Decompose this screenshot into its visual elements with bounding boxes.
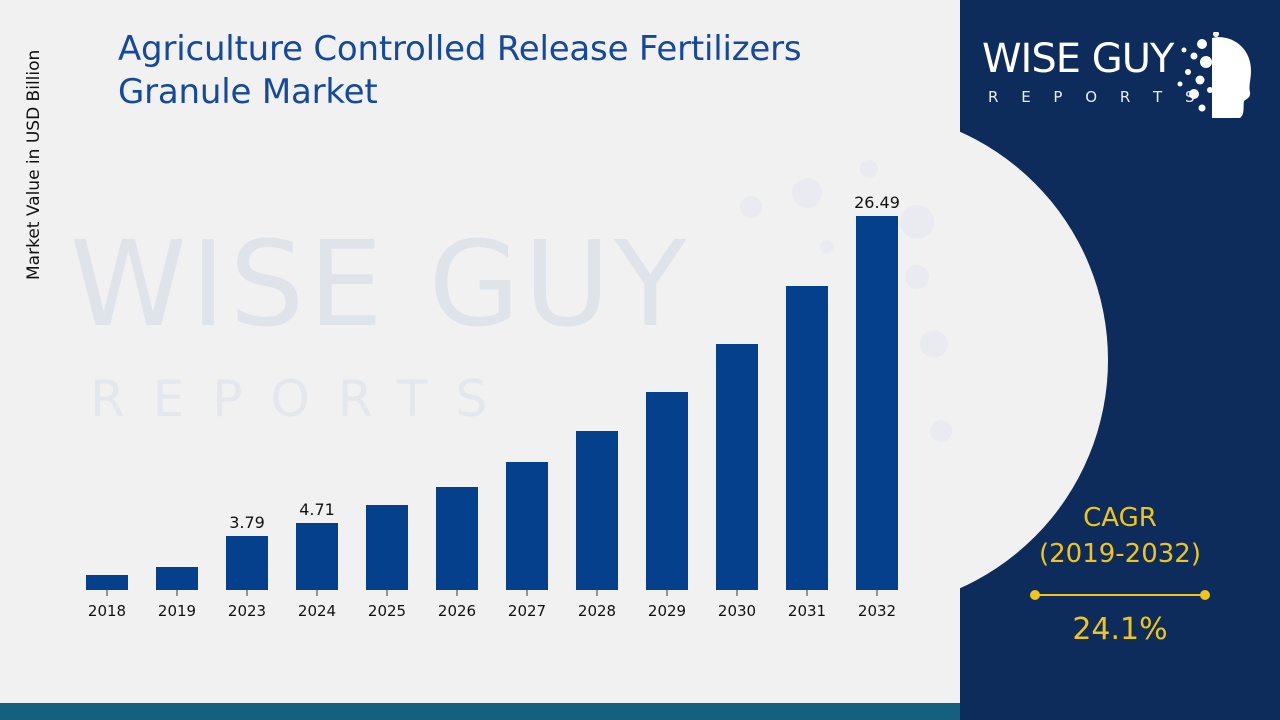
cagr-divider bbox=[1030, 590, 1210, 600]
x-tick-2026 bbox=[456, 590, 458, 596]
x-tick-2019 bbox=[176, 590, 178, 596]
cagr-range: (2019-2032) bbox=[1038, 539, 1201, 569]
x-axis-label-2029: 2029 bbox=[647, 602, 687, 620]
cagr-block: CAGR (2019-2032) 24.1% bbox=[960, 500, 1280, 647]
bar-2024[interactable] bbox=[296, 523, 338, 590]
bar-group-2027: 2027 bbox=[492, 180, 562, 620]
bar-series: 2018 2019 3.79 2023 4.71 2024 2025 2026 2027 2028… bbox=[72, 180, 912, 621]
brand-panel: WISE GUY R E P O R T S bbox=[960, 0, 1280, 720]
bar-group-2031: 2031 bbox=[772, 180, 842, 620]
x-axis-label-2031: 2031 bbox=[787, 602, 827, 620]
logo-subtext: R E P O R T S bbox=[988, 88, 1204, 106]
bar-group-2018: 2018 bbox=[72, 180, 142, 620]
bar-value-2032: 26.49 bbox=[854, 192, 900, 212]
bar-group-2030: 2030 bbox=[702, 180, 772, 620]
bar-group-2023: 3.79 2023 bbox=[212, 180, 282, 620]
bar-group-2024: 4.71 2024 bbox=[282, 180, 352, 620]
x-tick-2028 bbox=[596, 590, 598, 596]
x-tick-2025 bbox=[386, 590, 388, 596]
divider-line bbox=[1035, 594, 1205, 596]
x-tick-2027 bbox=[526, 590, 528, 596]
x-tick-2032 bbox=[876, 590, 878, 596]
bar-2023[interactable] bbox=[226, 536, 268, 590]
x-tick-2029 bbox=[666, 590, 668, 596]
bar-2018[interactable] bbox=[86, 575, 128, 590]
decorative-blob bbox=[920, 330, 948, 358]
bar-value-2024: 4.71 bbox=[299, 500, 335, 520]
x-tick-2030 bbox=[736, 590, 738, 596]
decorative-blob bbox=[905, 265, 929, 289]
decorative-blob bbox=[900, 205, 934, 239]
bar-group-2032: 26.49 2032 bbox=[842, 180, 912, 621]
x-tick-2031 bbox=[806, 590, 808, 596]
y-axis-label: Market Value in USD Billion bbox=[24, 49, 44, 280]
decorative-blob bbox=[930, 420, 952, 442]
x-axis-label-2028: 2028 bbox=[577, 602, 617, 620]
chart-panel: Agriculture Controlled Release Fertilize… bbox=[0, 29, 962, 720]
bar-2027[interactable] bbox=[506, 461, 548, 590]
bar-group-2019: 2019 bbox=[142, 180, 212, 620]
bar-2025[interactable] bbox=[366, 505, 408, 590]
bar-2026[interactable] bbox=[436, 486, 478, 590]
decorative-blob bbox=[860, 160, 878, 178]
x-axis-label-2027: 2027 bbox=[507, 602, 547, 620]
bar-2030[interactable] bbox=[716, 344, 758, 590]
bar-2032[interactable] bbox=[856, 215, 898, 590]
decorative-blob bbox=[792, 178, 822, 208]
brand-panel-background bbox=[960, 0, 1280, 720]
bar-group-2026: 2026 bbox=[422, 180, 492, 620]
x-tick-2018 bbox=[106, 590, 108, 596]
cagr-value: 24.1% bbox=[1072, 612, 1168, 647]
x-axis-label-2032: 2032 bbox=[857, 602, 897, 620]
logo-wordmark: WISE GUY bbox=[982, 36, 1174, 82]
decorative-blob bbox=[740, 196, 762, 218]
x-axis-label-2025: 2025 bbox=[367, 602, 407, 620]
bar-value-2023: 3.79 bbox=[229, 513, 265, 533]
x-tick-2023 bbox=[246, 590, 248, 596]
bar-group-2029: 2029 bbox=[632, 180, 702, 620]
x-axis-label-2018: 2018 bbox=[87, 602, 127, 620]
x-axis-label-2019: 2019 bbox=[157, 602, 197, 620]
x-tick-2024 bbox=[316, 590, 318, 596]
bar-group-2025: 2025 bbox=[352, 180, 422, 620]
page-title: Agriculture Controlled Release Fertilize… bbox=[118, 29, 802, 112]
logo[interactable]: WISE GUY R E P O R T S bbox=[982, 32, 1258, 122]
bar-2019[interactable] bbox=[156, 567, 198, 590]
bar-group-2028: 2028 bbox=[562, 180, 632, 620]
bar-2029[interactable] bbox=[646, 391, 688, 590]
x-axis-label-2023: 2023 bbox=[227, 602, 267, 620]
decorative-blob bbox=[820, 240, 834, 254]
x-axis-label-2024: 2024 bbox=[297, 602, 337, 620]
x-axis-label-2030: 2030 bbox=[717, 602, 757, 620]
x-axis-label-2026: 2026 bbox=[437, 602, 477, 620]
divider-dot-right bbox=[1200, 590, 1210, 600]
bottom-accent-bar bbox=[0, 703, 962, 720]
bar-2028[interactable] bbox=[576, 430, 618, 590]
bar-2031[interactable] bbox=[786, 286, 828, 590]
cagr-label: CAGR bbox=[1083, 503, 1157, 533]
